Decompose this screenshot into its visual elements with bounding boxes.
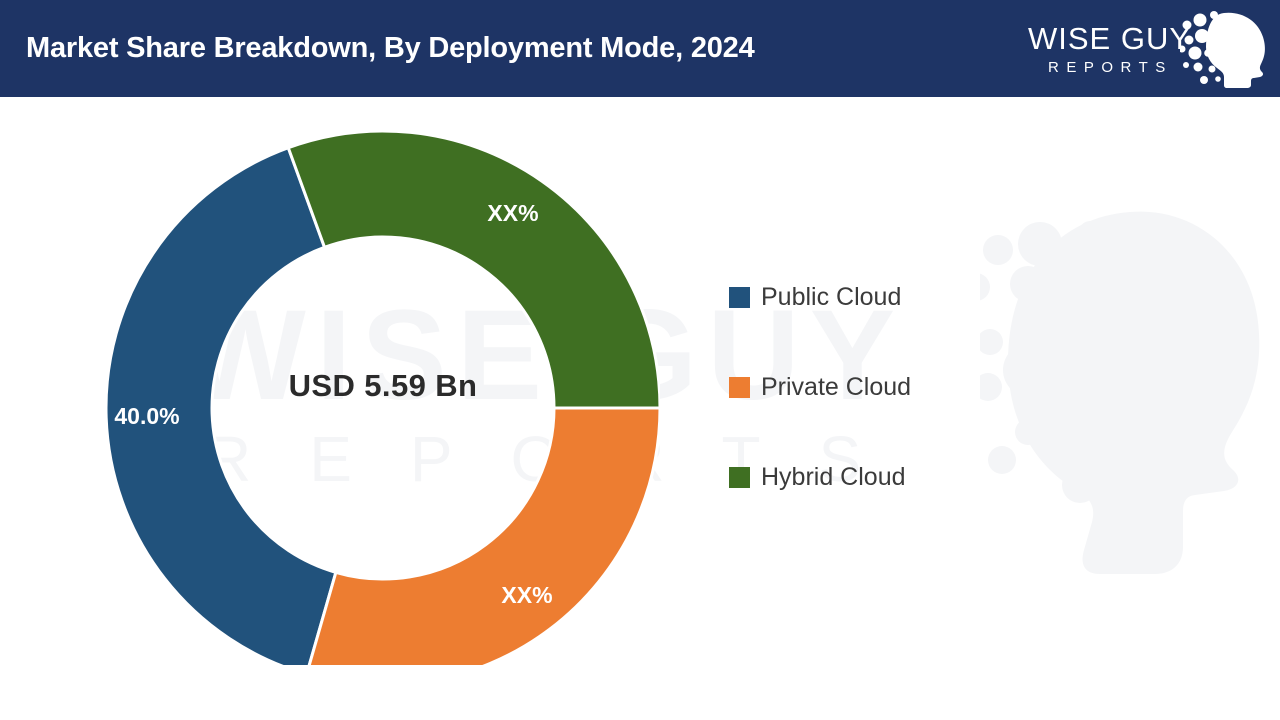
logo-wordmark-secondary: REPORTS xyxy=(1048,58,1173,76)
donut-slices xyxy=(106,129,660,665)
page-title: Market Share Breakdown, By Deployment Mo… xyxy=(26,32,755,64)
donut-center-value: USD 5.59 Bn xyxy=(288,368,478,403)
legend-swatch-icon xyxy=(729,286,750,308)
chart-body: WISE GUY REPORTS xyxy=(0,97,1280,720)
legend-swatch-icon xyxy=(729,376,750,398)
donut-slice[interactable] xyxy=(106,145,338,665)
donut-slice[interactable] xyxy=(286,129,660,410)
donut-slice[interactable] xyxy=(307,406,660,665)
head-dots-logo-icon xyxy=(1180,10,1265,88)
donut-slice-label: 40.0% xyxy=(114,403,179,429)
donut-slice-label: XX% xyxy=(487,200,538,226)
legend-item-private-cloud[interactable]: Private Cloud xyxy=(729,342,1049,432)
donut-chart: 40.0% XX% XX% USD 5.59 Bn xyxy=(106,111,660,665)
logo-wordmark-primary: WISE GUY xyxy=(1028,20,1192,56)
legend-item-hybrid-cloud[interactable]: Hybrid Cloud xyxy=(729,432,1049,522)
page-header: Market Share Breakdown, By Deployment Mo… xyxy=(0,0,1280,97)
wise-guy-reports-logo: WISE GUY REPORTS xyxy=(1022,7,1272,91)
chart-legend: Public Cloud Private Cloud Hybrid Cloud xyxy=(729,252,1049,522)
donut-chart-svg: 40.0% XX% XX% xyxy=(106,129,660,665)
legend-item-label: Hybrid Cloud xyxy=(761,462,906,491)
donut-slice-label: XX% xyxy=(501,582,552,608)
legend-item-label: Public Cloud xyxy=(761,282,902,311)
donut-slice-labels: 40.0% XX% XX% xyxy=(114,200,552,608)
legend-swatch-icon xyxy=(729,466,750,488)
legend-item-public-cloud[interactable]: Public Cloud xyxy=(729,252,1049,342)
legend-item-label: Private Cloud xyxy=(761,372,912,401)
